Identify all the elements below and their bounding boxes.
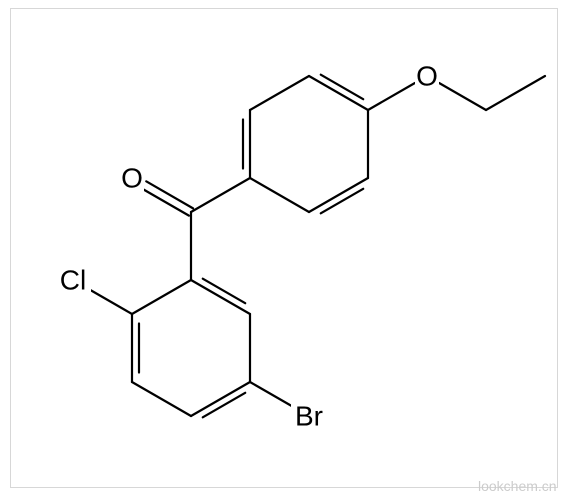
watermark-text: lookchem.cn: [478, 478, 557, 494]
image-frame: [10, 8, 558, 488]
